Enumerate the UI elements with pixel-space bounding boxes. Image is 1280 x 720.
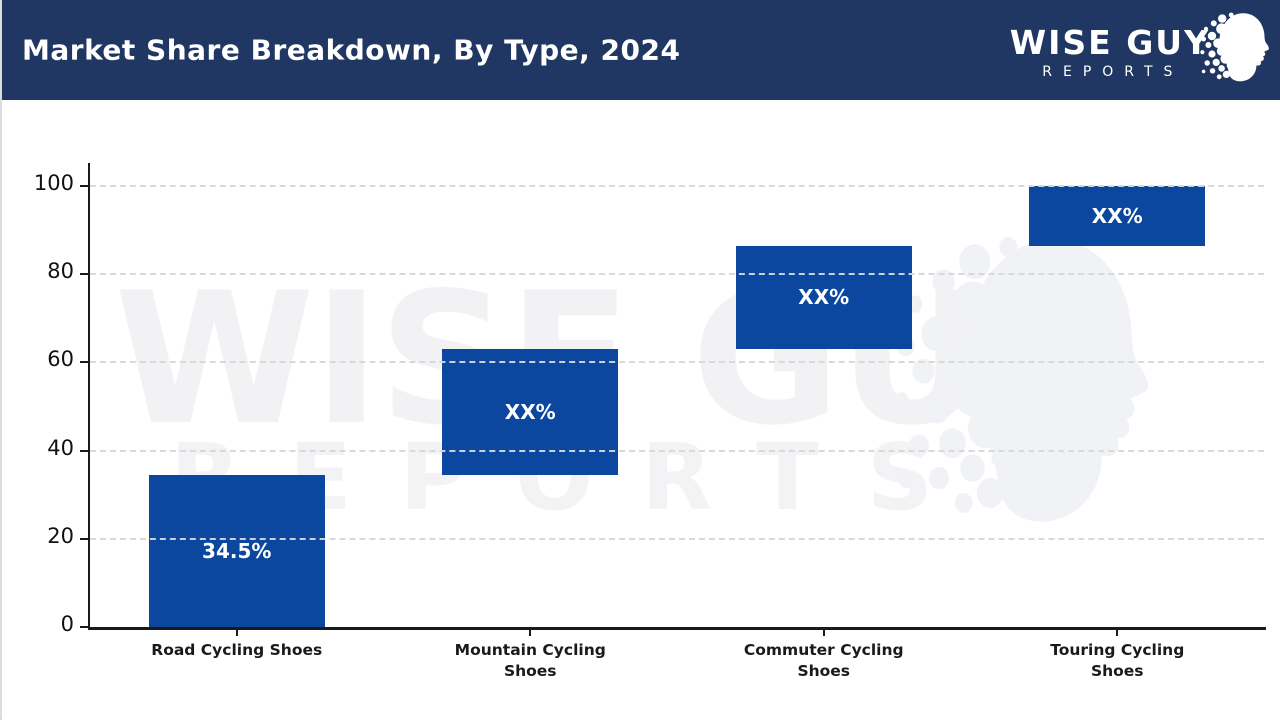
y-tick-label: 0 [60, 612, 74, 636]
x-tick [1116, 627, 1119, 636]
x-tick [235, 627, 238, 636]
x-axis-spine [88, 627, 1266, 630]
y-tick-label: 100 [33, 171, 74, 195]
bar: XX% [442, 349, 619, 475]
y-tick [80, 626, 90, 628]
gridline [90, 185, 1264, 187]
y-tick-label: 80 [47, 259, 74, 284]
y-axis-spine [88, 163, 90, 629]
y-tick [80, 537, 90, 540]
x-tick-label: Mountain Cycling Shoes [454, 641, 606, 680]
chart-area: WISE GUY REPORTS 0 20 40 60 80 100 34.5% Road C… [2, 100, 1280, 720]
x-tick-label: Commuter Cycling Shoes [743, 641, 904, 680]
logo-text: WISE GUY REPORTS [1010, 23, 1210, 80]
x-tick-label: Touring Cycling Shoes [1050, 641, 1185, 680]
bar: XX% [735, 245, 912, 350]
logo-sub-text: REPORTS [1042, 63, 1184, 80]
logo-brand-text: WISE GUY [1009, 22, 1210, 62]
gridline [90, 273, 1264, 276]
bar-value-label: XX% [504, 399, 556, 424]
x-tick [529, 627, 532, 636]
wise-guy-reports-logo: WISE GUY REPORTS [1010, 6, 1278, 96]
title-bar: Market Share Breakdown, By Type, 2024 WI… [2, 0, 1280, 100]
bar-value-label: XX% [1091, 203, 1143, 228]
bar-value-label: XX% [798, 285, 850, 310]
x-tick-label: Road Cycling Shoes [151, 641, 323, 659]
bar: 34.5% [148, 474, 325, 627]
y-tick [80, 361, 90, 364]
bar-value-label: 34.5% [202, 538, 272, 563]
y-tick-label: 60 [47, 347, 74, 372]
y-tick [80, 273, 90, 276]
page-title: Market Share Breakdown, By Type, 2024 [22, 33, 681, 67]
gridline [90, 537, 1264, 540]
y-tick-label: 20 [47, 523, 74, 548]
y-tick [80, 185, 90, 187]
x-tick [822, 627, 825, 636]
gridline [90, 449, 1264, 452]
bar: XX% [1029, 186, 1206, 246]
gridline [90, 361, 1264, 364]
y-tick [80, 449, 90, 452]
y-tick-label: 40 [47, 435, 74, 460]
